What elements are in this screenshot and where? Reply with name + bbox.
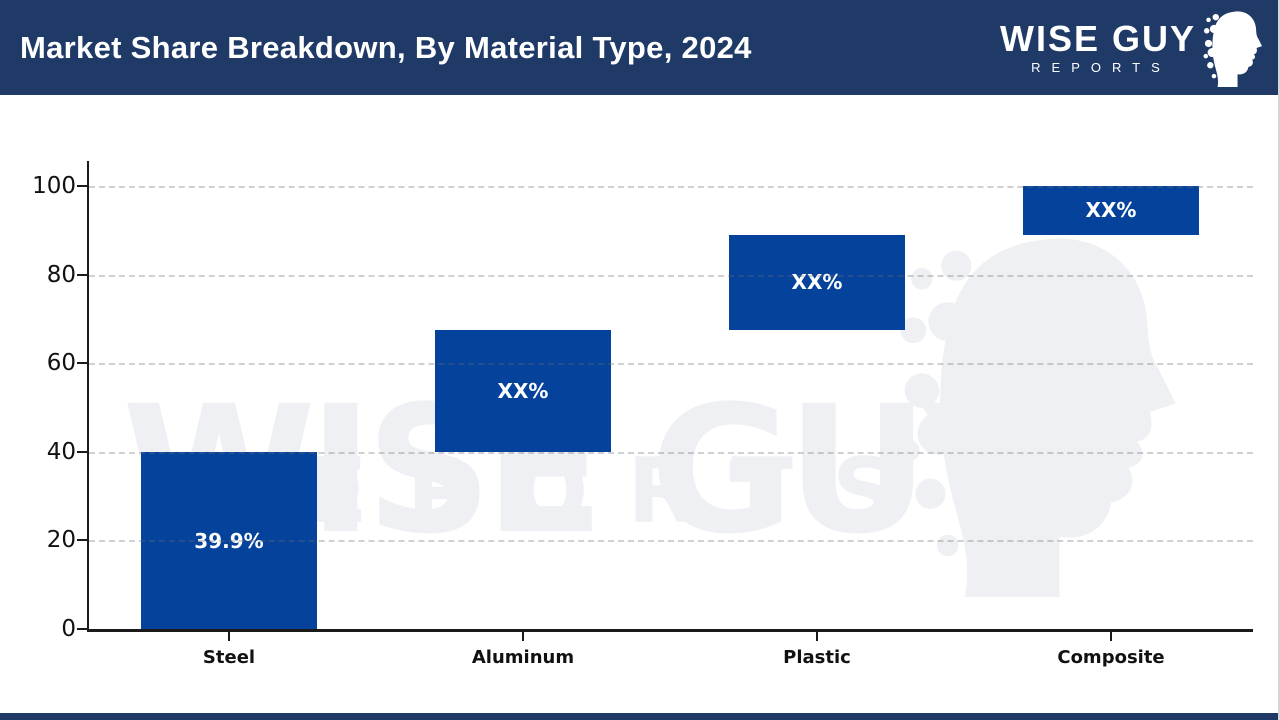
brand-name: WISE GUY [999,17,1196,59]
y-tick-label: 80 [46,261,76,288]
face-profile-icon [1200,9,1266,87]
y-axis-line [87,161,89,631]
x-tick [522,632,524,641]
x-tick-label: Composite [1057,647,1165,668]
brand-subtitle: REPORTS [1031,59,1171,75]
y-tick [77,362,87,365]
page-title: Market Share Breakdown, By Material Type… [20,29,752,65]
brand-logo: WISE GUY REPORTS [1000,0,1266,95]
bar-plastic: XX% [729,234,905,330]
y-tick-label: 40 [46,438,76,465]
gridline [89,274,1253,277]
x-tick [816,632,818,641]
y-tick [77,539,87,542]
y-tick [77,450,87,453]
x-tick-label: Aluminum [471,647,575,668]
gridline [89,363,1253,366]
y-tick-label: 100 [32,173,76,199]
y-tick-label: 60 [46,350,76,377]
bar-steel: 39.9% [141,452,317,629]
chart-area: WISE GUY REPORTS 0 20 40 60 80 100 39.9% Steel X… [0,95,1278,720]
gridline [89,451,1253,454]
y-tick-label: 0 [61,616,76,642]
watermark-face-icon [893,227,1183,601]
bar-composite: XX% [1023,186,1199,235]
bar-value-label: XX% [1085,198,1137,223]
footer-bar [0,713,1278,720]
y-tick [77,273,87,276]
bar-value-label: XX% [497,379,549,404]
x-tick-label: Plastic [783,647,851,668]
bar-value-label: XX% [791,270,843,295]
header-bar: Market Share Breakdown, By Material Type… [0,0,1278,95]
bar-aluminum: XX% [435,329,611,453]
brand-logo-text: WISE GUY REPORTS [999,17,1196,75]
gridline [89,186,1253,188]
x-tick-label: Steel [202,647,256,668]
gridline [89,540,1253,543]
bar-value-label: 39.9% [194,528,264,553]
y-tick [77,185,87,187]
x-tick [1110,632,1112,641]
x-axis-line [87,629,1253,632]
y-tick-label: 20 [46,527,76,554]
x-tick [228,632,230,641]
y-tick [77,628,87,630]
